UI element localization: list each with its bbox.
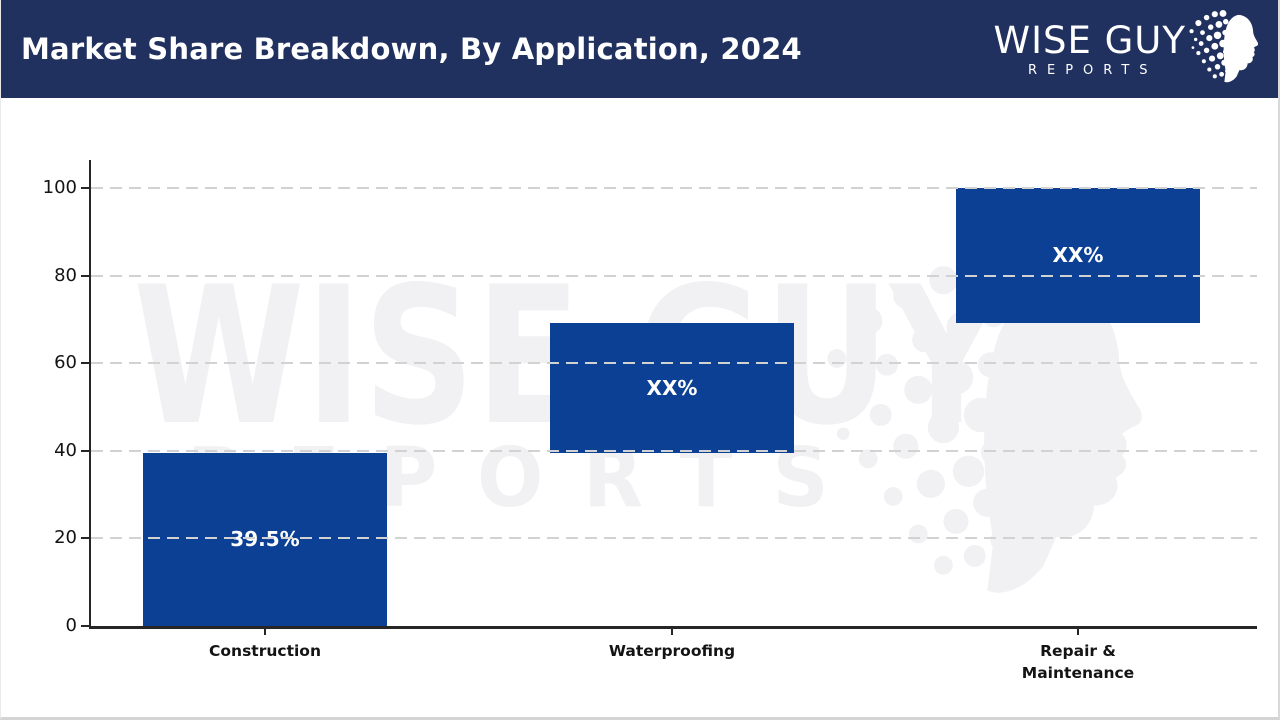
x-axis-line	[89, 626, 1257, 629]
bar-segment: XX%	[956, 188, 1200, 323]
y-tick-label: 100	[42, 177, 77, 198]
y-tick	[81, 187, 89, 189]
y-tick	[81, 537, 89, 540]
x-tick	[1077, 628, 1079, 635]
x-category-label: Construction	[145, 640, 385, 662]
x-category-label-line: Waterproofing	[608, 642, 736, 660]
bar-value-label: XX%	[1052, 243, 1104, 268]
x-category-label: Repair & Maintenance	[958, 640, 1198, 684]
y-tick	[81, 362, 89, 365]
y-tick	[81, 449, 89, 452]
y-tick-label: 60	[54, 352, 77, 374]
header-bar: Market Share Breakdown, By Application, …	[1, 0, 1278, 98]
bar-value-label: XX%	[646, 375, 698, 400]
gridline	[91, 449, 1257, 452]
wiseguy-head-icon	[1189, 10, 1259, 83]
y-axis-line	[89, 160, 91, 628]
y-tick-label: 0	[65, 615, 77, 636]
chart-title: Market Share Breakdown, By Application, …	[21, 32, 802, 66]
logo-sub-text: REPORTS	[1027, 62, 1158, 78]
x-category-label-line: Repair &	[1040, 642, 1116, 660]
gridline	[91, 537, 1257, 540]
bar-value-label: 39.5%	[230, 527, 300, 552]
x-category-label-line: Maintenance	[1021, 664, 1135, 682]
y-tick-label: 80	[54, 264, 77, 286]
x-category-label-line: Construction	[209, 642, 321, 660]
y-tick-label: 40	[54, 439, 77, 461]
logo-text: WISE GUY REPORTS	[994, 22, 1186, 77]
bar-segment: XX%	[550, 322, 794, 453]
logo-brand-text: WISE GUY	[993, 18, 1186, 62]
bar-segment: 39.5%	[143, 452, 387, 626]
y-tick-label: 20	[54, 527, 77, 549]
gridline	[91, 187, 1257, 189]
x-tick	[671, 628, 673, 635]
y-tick	[81, 274, 89, 277]
y-tick	[81, 625, 89, 627]
gridline	[91, 274, 1257, 277]
gridline	[91, 362, 1257, 365]
x-tick	[264, 628, 266, 635]
wiseguy-logo: WISE GUY REPORTS	[994, 8, 1264, 90]
x-category-label: Waterproofing	[552, 640, 792, 662]
